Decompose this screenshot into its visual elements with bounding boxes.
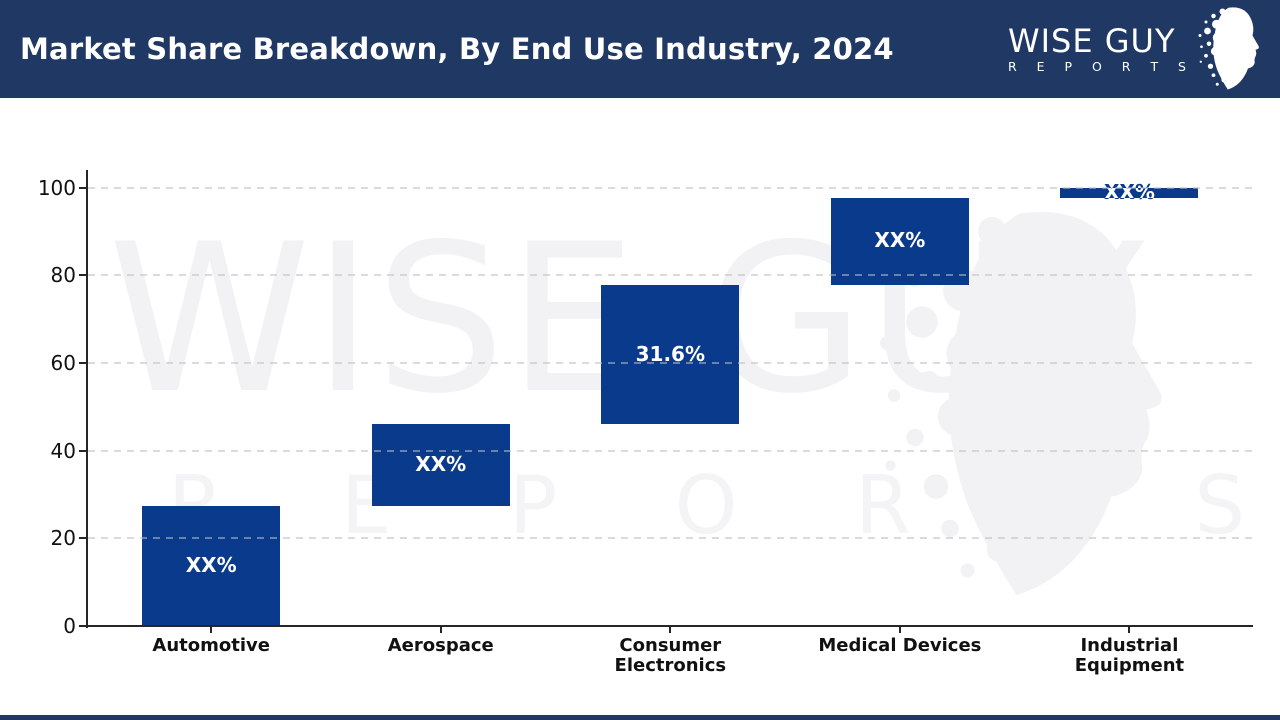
gridline-100 bbox=[88, 186, 1253, 189]
gridline-80 bbox=[88, 274, 1253, 277]
x-tick-4 bbox=[1128, 627, 1131, 633]
y-tick-100 bbox=[79, 186, 86, 189]
bar-value-label: XX% bbox=[1060, 188, 1198, 198]
bar-value-label: 31.6% bbox=[635, 341, 705, 366]
footer-bar bbox=[0, 715, 1280, 720]
bar-value-label: XX% bbox=[874, 228, 926, 253]
bar-industrial-equipment: XX% bbox=[1060, 187, 1199, 198]
bar-medical-devices: XX% bbox=[830, 197, 969, 286]
gridline-20 bbox=[88, 537, 1253, 540]
x-tick-1 bbox=[439, 627, 442, 633]
logo-wordmark: WISE GUY bbox=[1007, 22, 1176, 60]
logo-head-icon bbox=[1198, 7, 1259, 90]
y-tick-label-100: 100 bbox=[37, 175, 76, 200]
y-tick-20 bbox=[79, 537, 86, 540]
y-tick-label-40: 40 bbox=[50, 438, 76, 463]
gridline-40 bbox=[88, 449, 1253, 452]
gridline-60 bbox=[88, 361, 1253, 364]
y-tick-40 bbox=[79, 449, 86, 452]
y-tick-60 bbox=[79, 361, 86, 364]
x-axis-line bbox=[86, 625, 1253, 627]
logo-subtitle: R E P O R T S bbox=[1007, 59, 1194, 74]
wise-guy-reports-logo: WISE GUY R E P O R T S bbox=[1008, 0, 1266, 98]
x-tick-label-0: Automotive bbox=[152, 635, 270, 656]
y-axis-line bbox=[86, 170, 88, 628]
x-tick-label-2: Consumer Electronics bbox=[614, 635, 727, 676]
header-bar: Market Share Breakdown, By End Use Indus… bbox=[0, 0, 1280, 98]
logo-text-block: WISE GUY R E P O R T S bbox=[1008, 24, 1194, 74]
bar-value-label: XX% bbox=[185, 553, 237, 578]
chart-title: Market Share Breakdown, By End Use Indus… bbox=[20, 32, 894, 66]
bar-consumer-electronics: 31.6% bbox=[601, 285, 740, 424]
x-tick-label-4: Industrial Equipment bbox=[1074, 635, 1185, 676]
y-tick-0 bbox=[79, 625, 86, 627]
bar-automotive: XX% bbox=[142, 506, 281, 626]
y-tick-80 bbox=[79, 274, 86, 277]
x-tick-3 bbox=[898, 627, 901, 633]
x-tick-2 bbox=[669, 627, 672, 633]
y-tick-label-20: 20 bbox=[50, 526, 76, 551]
x-tick-label-3: Medical Devices bbox=[818, 635, 982, 656]
x-tick-0 bbox=[210, 627, 213, 633]
y-tick-label-60: 60 bbox=[50, 350, 76, 375]
y-tick-label-80: 80 bbox=[50, 263, 76, 288]
plot-area: 0 20 40 60 80 100 XX% XX% Automotive XX% XX% Aerosp… bbox=[0, 98, 1280, 715]
bar-value-label: XX% bbox=[415, 452, 467, 477]
x-tick-label-1: Aerospace bbox=[387, 635, 494, 656]
chart-area: WISE GUY R E P O R T S 020406080100XX%XX… bbox=[0, 98, 1280, 715]
bar-aerospace: XX% bbox=[371, 423, 510, 507]
y-tick-label-0: 0 bbox=[63, 614, 76, 638]
